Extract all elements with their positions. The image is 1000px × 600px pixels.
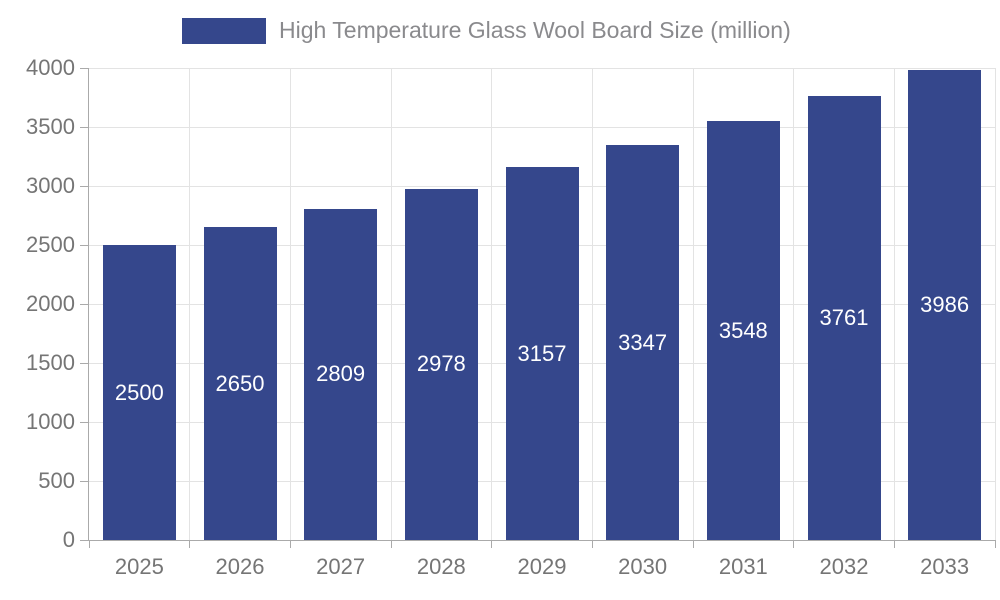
bar-value-label: 2978 [416, 351, 466, 377]
bar-value-label: 3157 [517, 340, 567, 366]
gridline-vertical [591, 68, 593, 540]
bar-value-label: 3548 [718, 317, 768, 343]
x-axis-tick [994, 540, 996, 548]
y-axis-tick [80, 244, 88, 246]
x-axis-label-2028: 2028 [416, 554, 466, 579]
y-axis-tick [80, 126, 88, 128]
x-axis-tick [591, 540, 593, 548]
plot-area: 0 500 1000 1500 2000 2500 3000 3500 4000 2500 2650… [26, 57, 996, 579]
x-axis-label-2025: 2025 [114, 554, 164, 579]
bar-2032[interactable]: 3761 [807, 96, 881, 540]
bar-2029[interactable]: 3157 [505, 167, 579, 540]
x-axis-tick [491, 540, 493, 548]
y-axis-label: 3000 [26, 173, 75, 198]
y-axis-label: 0 [62, 527, 75, 552]
y-axis-label: 1000 [26, 409, 75, 434]
x-axis-tick [189, 540, 191, 548]
bar-value-label: 3761 [819, 305, 869, 331]
y-axis-tick [80, 421, 88, 423]
x-axis-label-2030: 2030 [618, 554, 668, 579]
y-axis-tick [80, 539, 88, 541]
y-axis-tick [80, 67, 88, 69]
y-axis-tick [80, 185, 88, 187]
bar-2033[interactable]: 3986 [908, 69, 982, 540]
bar-value-label: 3347 [618, 329, 668, 355]
x-axis-tick [390, 540, 392, 548]
bar-2028[interactable]: 2978 [404, 188, 478, 540]
legend-label: High Temperature Glass Wool Board Size (… [279, 17, 791, 43]
gridline-vertical [692, 68, 694, 540]
bar-2030[interactable]: 3347 [606, 145, 680, 540]
gridline-vertical [994, 68, 996, 540]
gridline-vertical [893, 68, 895, 540]
x-axis-tick [289, 540, 291, 548]
y-axis-tick [80, 480, 88, 482]
y-axis-tick [80, 362, 88, 364]
x-axis-label-2029: 2029 [517, 554, 567, 579]
x-axis-tick [88, 540, 90, 548]
x-axis-tick [893, 540, 895, 548]
x-axis-tick [793, 540, 795, 548]
y-axis-label: 500 [38, 468, 75, 493]
bar-2027[interactable]: 2809 [304, 208, 378, 540]
x-axis-label-2027: 2027 [316, 554, 366, 579]
gridline-vertical [390, 68, 392, 540]
y-axis-label: 2500 [26, 232, 75, 257]
bar-2025[interactable]: 2500 [102, 245, 176, 540]
legend-swatch-icon [182, 17, 266, 44]
x-axis-label-2032: 2032 [819, 554, 869, 579]
gridline-vertical [793, 68, 795, 540]
gridline-vertical [289, 68, 291, 540]
bar-value-label: 2650 [215, 370, 265, 396]
y-axis-label: 1500 [26, 350, 75, 375]
y-axis-label: 4000 [26, 55, 75, 80]
x-axis-tick [692, 540, 694, 548]
x-axis-label-2026: 2026 [215, 554, 265, 579]
x-axis-label-2033: 2033 [920, 554, 970, 579]
y-axis-tick [80, 303, 88, 305]
gridline-vertical [491, 68, 493, 540]
legend-item[interactable]: High Temperature Glass Wool Board Size (… [182, 17, 791, 44]
gridline-vertical [189, 68, 191, 540]
bar-2031[interactable]: 3548 [706, 121, 780, 540]
gridline-horizontal [89, 67, 995, 69]
gridline-horizontal [89, 126, 995, 128]
bar-value-label: 2500 [114, 379, 164, 405]
y-axis-label: 3500 [26, 114, 75, 139]
bar-2026[interactable]: 2650 [203, 227, 277, 540]
bar-value-label: 3986 [920, 291, 970, 317]
x-axis-label-2031: 2031 [718, 554, 768, 579]
bar-value-label: 2809 [316, 361, 366, 387]
y-axis-label: 2000 [26, 291, 75, 316]
